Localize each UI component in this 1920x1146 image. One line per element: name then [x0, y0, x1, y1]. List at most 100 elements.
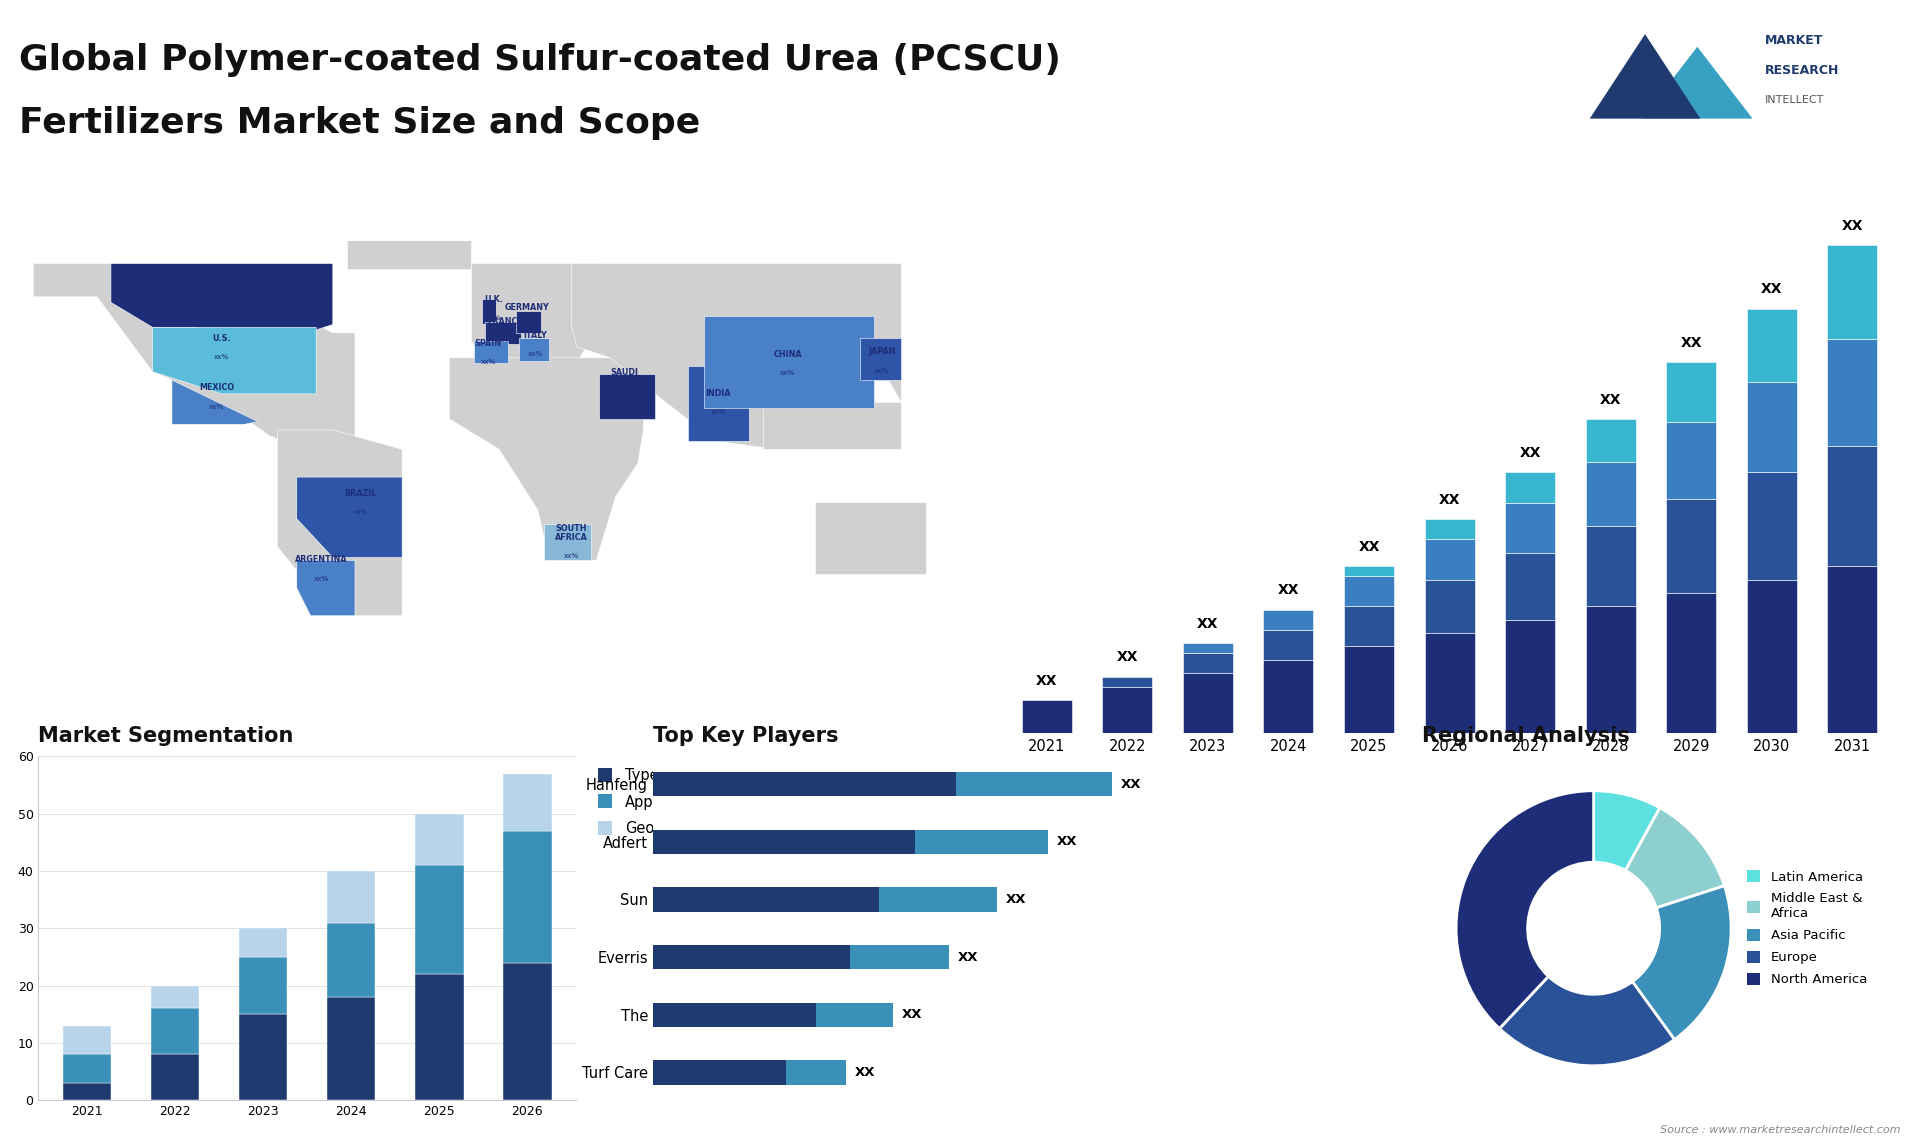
Text: xx%: xx% [780, 370, 795, 376]
Text: XX: XX [1056, 835, 1077, 848]
Bar [1263, 660, 1313, 733]
Polygon shape [276, 430, 401, 615]
Text: ITALY: ITALY [524, 331, 547, 340]
Polygon shape [516, 311, 541, 332]
Bar [956, 772, 1112, 796]
Text: INTELLECT: INTELLECT [1764, 95, 1824, 104]
Text: XX: XX [1277, 583, 1300, 597]
Text: xx%: xx% [215, 354, 230, 360]
Bar [1586, 463, 1636, 526]
Polygon shape [111, 264, 332, 344]
Text: xx%: xx% [528, 351, 543, 356]
Bar [238, 957, 288, 1014]
Polygon shape [762, 402, 900, 449]
Text: Source : www.marketresearchintellect.com: Source : www.marketresearchintellect.com [1661, 1124, 1901, 1135]
Wedge shape [1500, 976, 1674, 1066]
Bar [653, 1003, 816, 1027]
Legend: Type, Application, Geography: Type, Application, Geography [593, 763, 710, 841]
Bar [1263, 610, 1313, 629]
Text: Fertilizers Market Size and Scope: Fertilizers Market Size and Scope [19, 107, 701, 140]
Text: xx%: xx% [486, 315, 501, 321]
Bar [63, 1026, 111, 1054]
Polygon shape [1590, 34, 1701, 118]
Bar [785, 1060, 847, 1084]
Text: GERMANY: GERMANY [505, 303, 549, 312]
Text: XX: XX [1121, 778, 1142, 791]
Text: MARKET: MARKET [1764, 34, 1824, 47]
Bar [1425, 580, 1475, 633]
Text: ARGENTINA: ARGENTINA [296, 556, 348, 565]
Bar [238, 1014, 288, 1100]
Text: xx%: xx% [225, 298, 240, 304]
Text: RESEARCH: RESEARCH [1764, 64, 1839, 78]
Bar [1505, 472, 1555, 503]
Text: xx%: xx% [616, 398, 632, 405]
Text: XX: XX [1037, 674, 1058, 688]
Wedge shape [1455, 791, 1594, 1028]
Text: XX: XX [1599, 393, 1622, 407]
Wedge shape [1626, 808, 1724, 908]
Polygon shape [33, 264, 355, 441]
Polygon shape [152, 328, 317, 394]
Bar [1344, 576, 1394, 606]
Bar [653, 887, 879, 911]
Text: XX: XX [1680, 336, 1701, 350]
Polygon shape [860, 338, 900, 380]
Bar [1828, 446, 1878, 566]
Polygon shape [298, 560, 355, 615]
Text: xx%: xx% [353, 509, 369, 515]
Bar [653, 772, 956, 796]
Bar [1586, 526, 1636, 606]
Text: SOUTH
AFRICA: SOUTH AFRICA [555, 524, 588, 542]
Bar [1828, 339, 1878, 446]
Bar [63, 1083, 111, 1100]
Text: XX: XX [1519, 446, 1542, 461]
Bar [1505, 620, 1555, 733]
Bar [1425, 540, 1475, 580]
Bar [1102, 686, 1152, 733]
Text: Global Polymer-coated Sulfur-coated Urea (PCSCU): Global Polymer-coated Sulfur-coated Urea… [19, 42, 1062, 77]
Bar [1747, 382, 1797, 472]
Bar [326, 923, 376, 997]
Text: JAPAN: JAPAN [868, 347, 895, 356]
Bar [326, 871, 376, 923]
Bar [1425, 633, 1475, 733]
Polygon shape [816, 502, 925, 574]
Polygon shape [705, 316, 874, 408]
Text: xx%: xx% [518, 323, 534, 329]
Polygon shape [687, 366, 749, 441]
Text: Top Key Players: Top Key Players [653, 727, 839, 746]
Bar [503, 831, 551, 963]
Wedge shape [1632, 886, 1732, 1039]
Bar [1102, 676, 1152, 686]
Bar [653, 830, 914, 854]
Bar [238, 928, 288, 957]
Polygon shape [599, 375, 655, 418]
Polygon shape [472, 264, 611, 363]
Bar [63, 1054, 111, 1083]
Bar [1667, 422, 1716, 500]
Bar [152, 986, 200, 1008]
Polygon shape [543, 524, 591, 560]
Text: XX: XX [854, 1066, 876, 1078]
Text: XX: XX [1761, 282, 1782, 297]
Bar [1344, 646, 1394, 733]
Bar [653, 1060, 785, 1084]
Bar [816, 1003, 893, 1027]
Text: XX: XX [1198, 617, 1219, 631]
Bar [1828, 566, 1878, 733]
Polygon shape [572, 264, 900, 449]
Bar [1505, 552, 1555, 620]
Text: xx%: xx% [480, 359, 495, 366]
Text: XX: XX [902, 1008, 922, 1021]
Text: INDIA: INDIA [705, 388, 732, 398]
Polygon shape [518, 338, 549, 361]
Legend: Latin America, Middle East &
Africa, Asia Pacific, Europe, North America: Latin America, Middle East & Africa, Asi… [1745, 868, 1870, 989]
Text: XX: XX [1006, 893, 1025, 906]
Text: XX: XX [1438, 493, 1461, 508]
Bar [415, 865, 463, 974]
Bar [1586, 419, 1636, 463]
Polygon shape [449, 358, 643, 560]
Text: xx%: xx% [874, 368, 889, 374]
Bar [1344, 566, 1394, 576]
